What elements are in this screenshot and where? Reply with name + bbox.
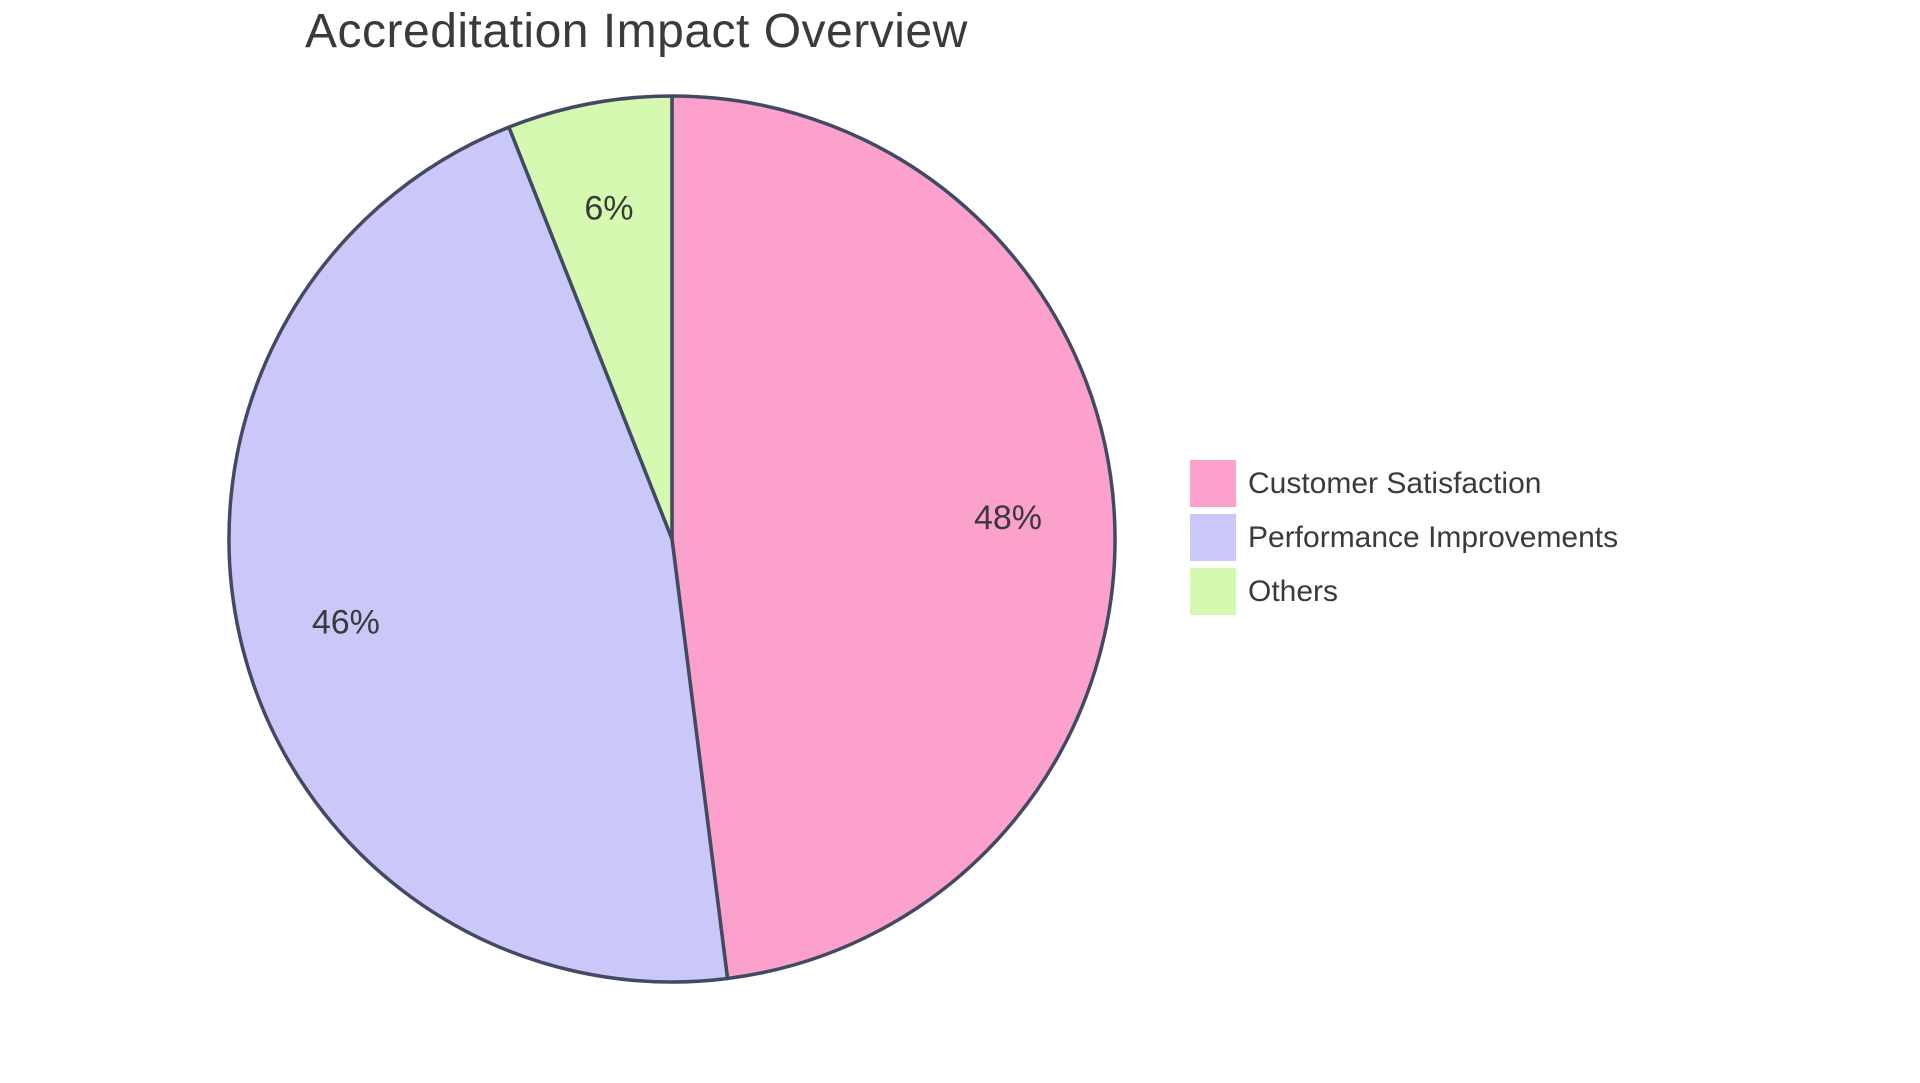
legend-item-label: Customer Satisfaction (1248, 466, 1542, 500)
pie-slice-customer-satisfaction (670, 94, 1117, 981)
legend-swatch-icon (1190, 514, 1236, 561)
legend-item-performance-improvements: Performance Improvements (1190, 514, 1618, 561)
pie-slices-group (227, 94, 1117, 984)
slice-value-label: 48% (974, 499, 1042, 537)
legend-item-others: Others (1190, 568, 1618, 615)
pie-labels-group: 48% 46% 6% (312, 189, 1042, 641)
chart-title: Accreditation Impact Overview (305, 5, 968, 58)
legend-item-customer-satisfaction: Customer Satisfaction (1190, 460, 1618, 507)
legend-swatch-icon (1190, 460, 1236, 507)
legend-item-label: Others (1248, 574, 1339, 608)
legend-swatch-icon (1190, 568, 1236, 615)
legend: Customer Satisfaction Performance Improv… (1190, 460, 1618, 615)
slice-value-label: 6% (584, 189, 633, 227)
slice-value-label: 46% (312, 604, 380, 642)
pie-slice-others (507, 94, 674, 541)
legend-item-label: Performance Improvements (1248, 520, 1619, 554)
pie-slice-performance-improvements (227, 125, 730, 984)
